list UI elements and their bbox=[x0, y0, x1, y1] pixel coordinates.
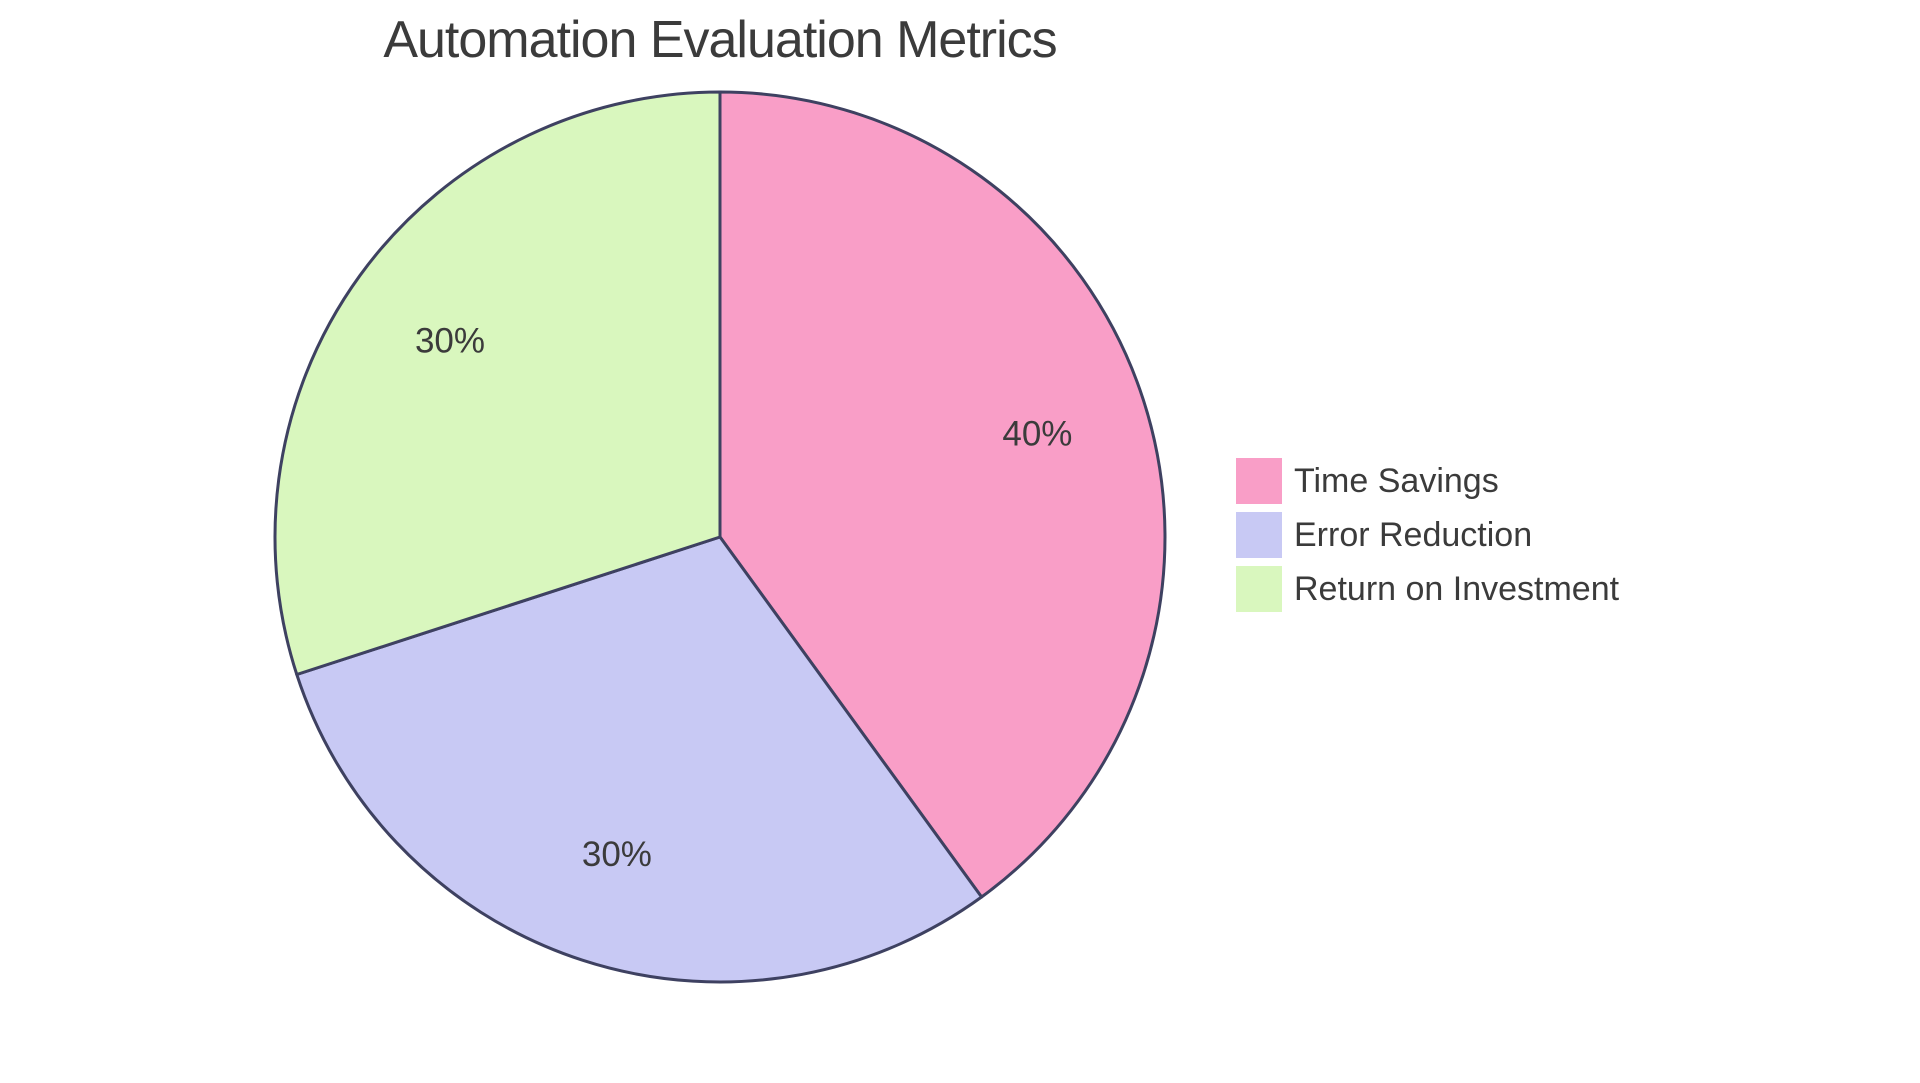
legend: Time Savings Error Reduction Return on Inv… bbox=[1236, 458, 1619, 612]
legend-swatch-time-savings bbox=[1236, 458, 1282, 504]
pie-slice-error-reduction bbox=[295, 535, 984, 984]
legend-item-time-savings: Time Savings bbox=[1236, 458, 1619, 504]
legend-swatch-return-on-investment bbox=[1236, 566, 1282, 612]
legend-label: Error Reduction bbox=[1294, 516, 1533, 554]
legend-item-return-on-investment: Return on Investment bbox=[1236, 566, 1619, 612]
legend-label: Time Savings bbox=[1294, 462, 1499, 500]
legend-item-error-reduction: Error Reduction bbox=[1236, 512, 1619, 558]
pie-slice-time-savings bbox=[718, 90, 1167, 899]
chart-title: Automation Evaluation Metrics bbox=[383, 11, 1057, 69]
legend-swatch-error-reduction bbox=[1236, 512, 1282, 558]
slice-label-error-reduction: 30% bbox=[582, 835, 652, 874]
legend-label: Return on Investment bbox=[1294, 570, 1620, 608]
pie-slice-return-on-investment bbox=[273, 90, 722, 677]
slice-label-time-savings: 40% bbox=[1002, 414, 1072, 453]
slice-label-return-on-investment: 30% bbox=[415, 321, 485, 360]
